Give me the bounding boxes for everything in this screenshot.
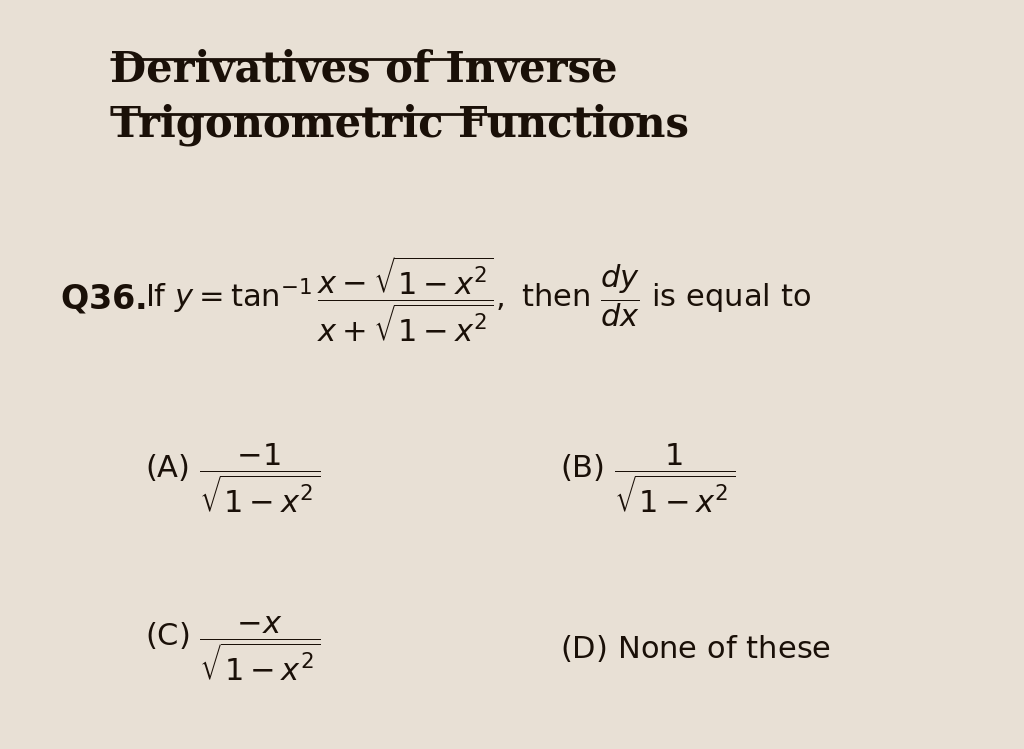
- Text: Derivatives of Inverse: Derivatives of Inverse: [110, 49, 617, 91]
- Text: $\mathrm{If}\ y = \tan^{-1}\dfrac{x - \sqrt{1-x^2}}{x + \sqrt{1-x^2}},$$\ \mathr: $\mathrm{If}\ y = \tan^{-1}\dfrac{x - \s…: [145, 254, 811, 344]
- Text: $\mathrm{(A)}\ \dfrac{-1}{\sqrt{1-x^2}}$: $\mathrm{(A)}\ \dfrac{-1}{\sqrt{1-x^2}}$: [145, 442, 321, 516]
- Text: $\mathrm{(B)}\ \dfrac{1}{\sqrt{1-x^2}}$: $\mathrm{(B)}\ \dfrac{1}{\sqrt{1-x^2}}$: [560, 442, 735, 516]
- Text: Trigonometric Functions: Trigonometric Functions: [110, 104, 689, 147]
- Text: $\mathrm{(C)}\ \dfrac{-x}{\sqrt{1-x^2}}$: $\mathrm{(C)}\ \dfrac{-x}{\sqrt{1-x^2}}$: [145, 614, 321, 684]
- Text: $\mathrm{(D)\ None\ of\ these}$: $\mathrm{(D)\ None\ of\ these}$: [560, 634, 831, 664]
- Text: $\mathbf{Q36.}$: $\mathbf{Q36.}$: [60, 282, 146, 315]
